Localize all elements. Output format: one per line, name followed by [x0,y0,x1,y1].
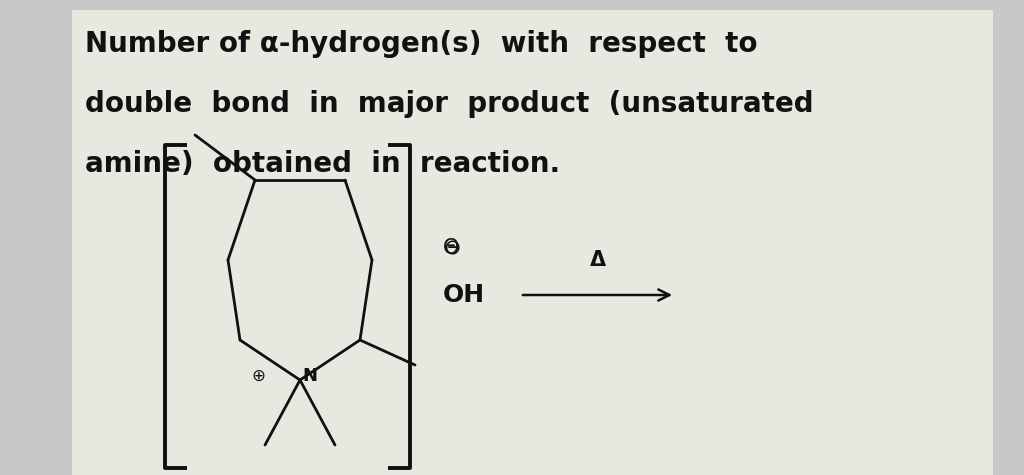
Text: double  bond  in  major  product  (unsaturated: double bond in major product (unsaturate… [85,90,814,118]
Text: ⊕: ⊕ [251,367,265,385]
Text: OH: OH [443,283,485,307]
Text: amine)  obtained  in  reaction.: amine) obtained in reaction. [85,150,560,178]
Text: Number of α-hydrogen(s)  with  respect  to: Number of α-hydrogen(s) with respect to [85,30,758,58]
Text: Θ: Θ [443,238,460,258]
Text: N: N [302,367,317,385]
Text: Δ: Δ [590,250,605,270]
Text: ⊖: ⊖ [443,238,461,258]
